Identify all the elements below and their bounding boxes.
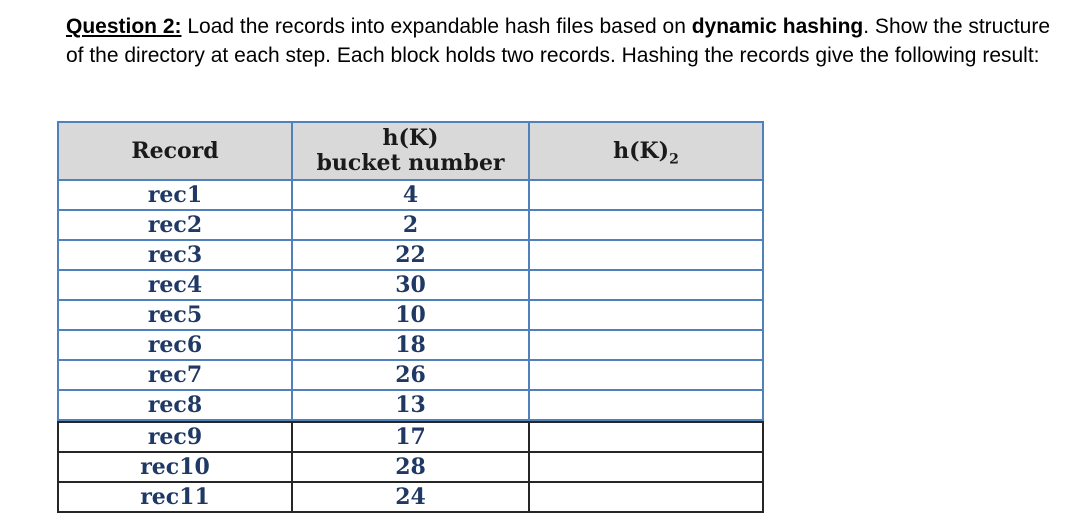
records-table-lower: rec9 17 rec10 28 rec11 24 (57, 421, 764, 513)
record-cell: rec9 (57, 421, 293, 453)
record-cell: rec1 (57, 179, 293, 211)
hk2-cell (528, 299, 764, 331)
hk2-cell (528, 359, 764, 391)
table-row: rec4 30 (57, 269, 764, 301)
col-header-hk2: h(K)2 (528, 121, 764, 181)
question-label: Question 2: (66, 15, 182, 38)
record-cell: rec10 (57, 451, 293, 483)
question-text: Load the records into expandable hash fi… (181, 15, 692, 38)
record-cell: rec2 (57, 209, 293, 241)
hash-results-table: Record h(K) bucket number h(K)2 rec1 4 rec… (57, 121, 764, 513)
table-row: rec9 17 (57, 421, 764, 453)
record-cell: rec3 (57, 239, 293, 271)
table-row: rec1 4 (57, 179, 764, 211)
hk2-cell (528, 389, 764, 421)
table-row: rec11 24 (57, 481, 764, 513)
record-cell: rec5 (57, 299, 293, 331)
header-row: Record h(K) bucket number h(K)2 (57, 121, 764, 181)
hk2-cell (528, 239, 764, 271)
bucket-cell: 17 (291, 421, 530, 453)
bucket-cell: 2 (291, 209, 530, 241)
hk2-cell (528, 179, 764, 211)
records-table-upper: Record h(K) bucket number h(K)2 rec1 4 rec… (57, 121, 764, 421)
table-row: rec6 18 (57, 329, 764, 361)
bucket-cell: 24 (291, 481, 530, 513)
question-text-rest: . Show the structure of the directory at… (66, 15, 1051, 67)
bucket-cell: 28 (291, 451, 530, 483)
hk2-cell (528, 269, 764, 301)
hk2-cell (528, 451, 764, 483)
hk2-cell (528, 209, 764, 241)
bucket-cell: 13 (291, 389, 530, 421)
hk2-cell (528, 329, 764, 361)
col-header-hk-line1: h(K) (382, 125, 439, 151)
record-cell: rec6 (57, 329, 293, 361)
question-paragraph: Question 2: Load the records into expand… (66, 12, 1070, 70)
bucket-cell: 26 (291, 359, 530, 391)
record-cell: rec11 (57, 481, 293, 513)
bucket-cell: 10 (291, 299, 530, 331)
record-cell: rec8 (57, 389, 293, 421)
bucket-cell: 4 (291, 179, 530, 211)
table-row: rec3 22 (57, 239, 764, 271)
bucket-cell: 18 (291, 329, 530, 361)
col-header-hk: h(K) bucket number (291, 121, 530, 181)
bucket-cell: 22 (291, 239, 530, 271)
table-row: rec8 13 (57, 389, 764, 421)
record-cell: rec7 (57, 359, 293, 391)
col-header-hk-line2: bucket number (316, 150, 505, 176)
table-row: rec5 10 (57, 299, 764, 331)
col-header-hk2-subscript: 2 (669, 150, 679, 167)
table-row: rec10 28 (57, 451, 764, 483)
record-cell: rec4 (57, 269, 293, 301)
col-header-hk2-base: h(K) (613, 137, 670, 164)
hk2-cell (528, 481, 764, 513)
col-header-record: Record (57, 121, 293, 181)
hk2-cell (528, 421, 764, 453)
table-row: rec2 2 (57, 209, 764, 241)
bucket-cell: 30 (291, 269, 530, 301)
question-bold-phrase: dynamic hashing (691, 15, 864, 38)
table-row: rec7 26 (57, 359, 764, 391)
